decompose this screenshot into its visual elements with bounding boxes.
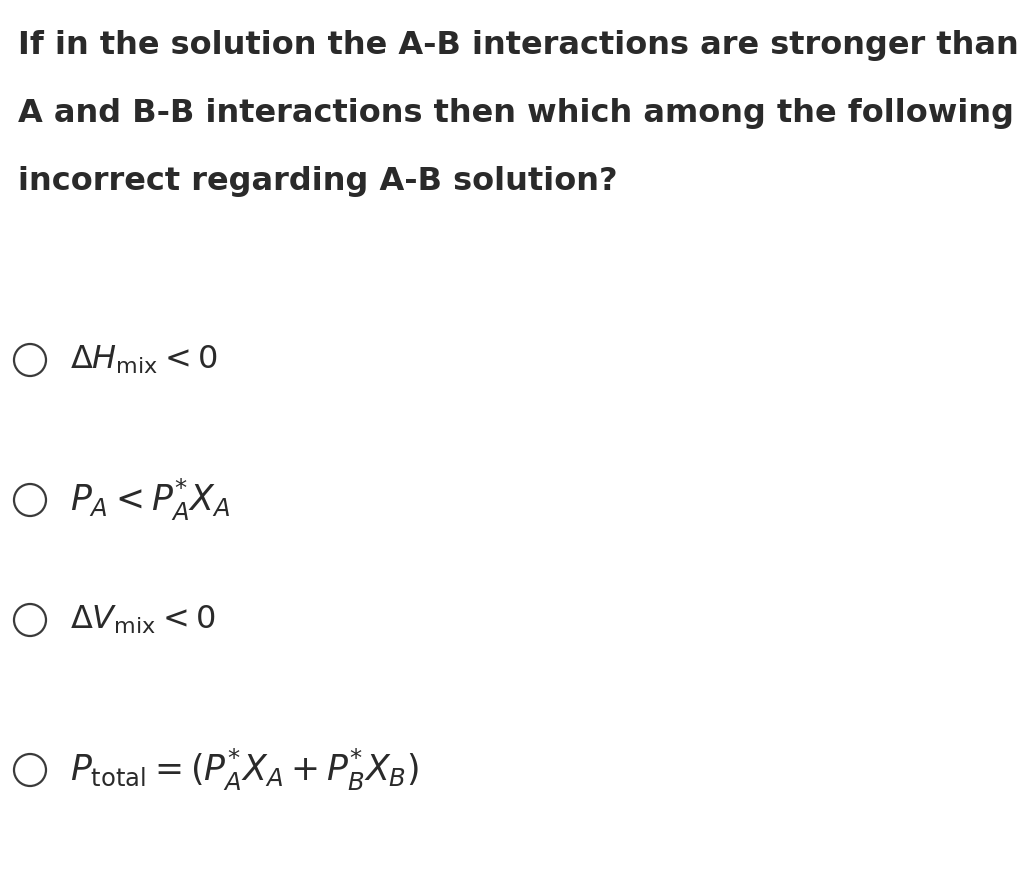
Text: $P_{\mathrm{total}} = (P_A^{*}X_A + P_B^{*}X_B)$: $P_{\mathrm{total}} = (P_A^{*}X_A + P_B^… <box>70 747 419 793</box>
Text: $\Delta H_{\mathrm{mix}} < 0$: $\Delta H_{\mathrm{mix}} < 0$ <box>70 343 218 376</box>
Text: $P_A < P_A^{*}X_A$: $P_A < P_A^{*}X_A$ <box>70 477 230 523</box>
Text: If in the solution the A-B interactions are stronger than A-: If in the solution the A-B interactions … <box>18 30 1024 61</box>
Text: A and B-B interactions then which among the following is: A and B-B interactions then which among … <box>18 98 1024 129</box>
Text: incorrect regarding A-B solution?: incorrect regarding A-B solution? <box>18 166 617 197</box>
Text: $\Delta V_{\mathrm{mix}} < 0$: $\Delta V_{\mathrm{mix}} < 0$ <box>70 604 215 636</box>
